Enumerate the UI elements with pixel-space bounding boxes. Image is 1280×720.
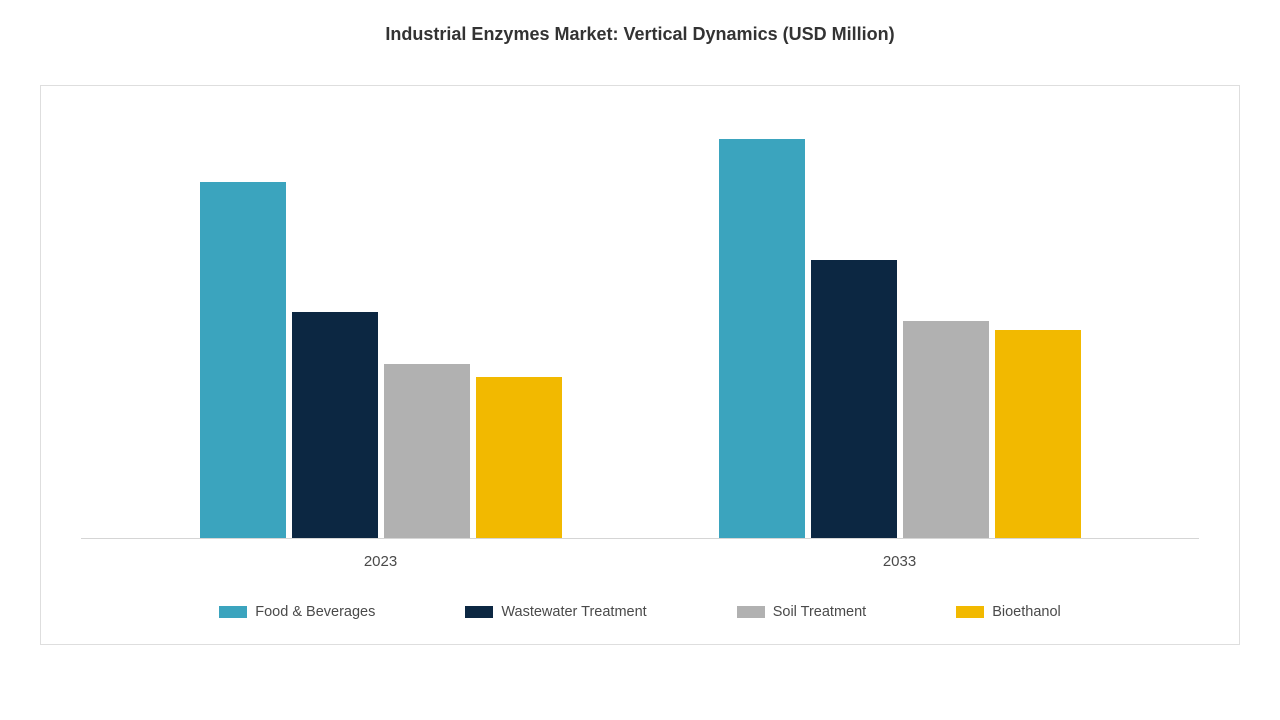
legend-label: Wastewater Treatment	[501, 604, 646, 620]
bar	[292, 312, 378, 538]
x-axis-label: 2023	[201, 553, 561, 570]
legend-item: Food & Beverages	[219, 604, 375, 620]
legend-swatch	[219, 606, 247, 618]
chart-page: Industrial Enzymes Market: Vertical Dyna…	[0, 0, 1280, 720]
legend-label: Bioethanol	[992, 604, 1061, 620]
legend-item: Soil Treatment	[737, 604, 867, 620]
legend-label: Soil Treatment	[773, 604, 867, 620]
bar	[995, 330, 1081, 538]
legend-label: Food & Beverages	[255, 604, 375, 620]
legend-swatch	[737, 606, 765, 618]
legend-item: Wastewater Treatment	[465, 604, 646, 620]
chart-title-suffix: : Vertical Dynamics (USD Million)	[613, 24, 895, 44]
chart-title: Industrial Enzymes Market: Vertical Dyna…	[40, 24, 1240, 45]
chart-title-prefix: Industrial Enzymes Market	[385, 24, 612, 44]
legend-swatch	[465, 606, 493, 618]
bar	[903, 321, 989, 538]
bar	[811, 260, 897, 538]
legend-swatch	[956, 606, 984, 618]
bar	[384, 364, 470, 538]
x-axis-labels: 2023 2033	[81, 539, 1199, 570]
bar	[719, 139, 805, 538]
legend: Food & Beverages Wastewater Treatment Soil…	[81, 604, 1199, 626]
legend-item: Bioethanol	[956, 604, 1061, 620]
bar	[476, 377, 562, 538]
bar	[200, 182, 286, 538]
x-axis-label: 2033	[720, 553, 1080, 570]
bar-group	[719, 104, 1081, 538]
bar-group	[200, 104, 562, 538]
chart-card: 2023 2033 Food & Beverages Wastewater Trea…	[40, 85, 1240, 645]
plot-area	[81, 104, 1199, 539]
